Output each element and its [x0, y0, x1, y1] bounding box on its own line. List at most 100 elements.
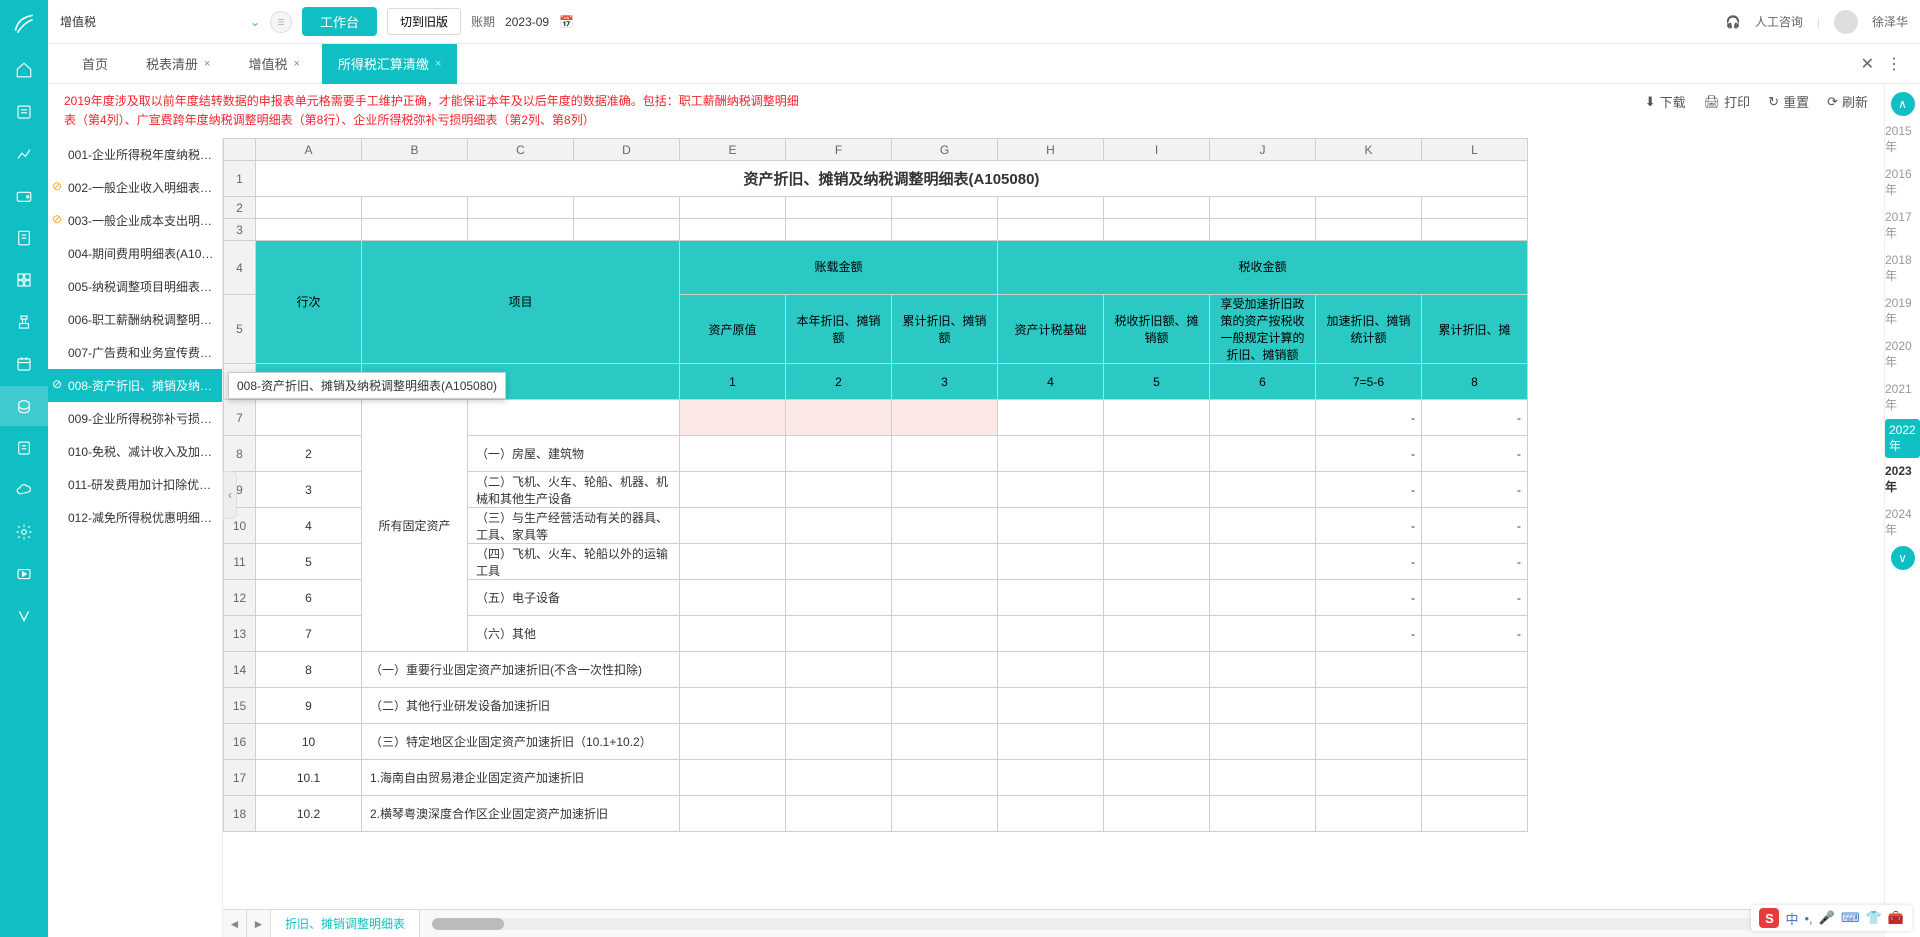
cell[interactable] [998, 544, 1104, 580]
form-list-item[interactable]: 003-一般企业成本支出明细... [48, 204, 222, 237]
cell[interactable] [786, 580, 892, 616]
switch-old-button[interactable]: 切到旧版 [387, 8, 461, 35]
cell[interactable]: 1 [224, 161, 256, 197]
cell[interactable]: 累计折旧、摊销额 [892, 295, 998, 364]
cell[interactable] [1210, 472, 1316, 508]
cell[interactable]: - [1316, 616, 1422, 652]
cell[interactable] [362, 197, 468, 219]
nav-cloud-icon[interactable] [0, 470, 48, 510]
cell[interactable]: F [786, 139, 892, 161]
form-list-item[interactable]: 002-一般企业收入明细表(A1... [48, 171, 222, 204]
horizontal-scrollbar[interactable] [432, 918, 1872, 930]
ime-mic-icon[interactable]: 🎤 [1819, 910, 1835, 926]
cell[interactable]: 账载金额 [680, 241, 998, 295]
cell[interactable]: 本年折旧、摊销额 [786, 295, 892, 364]
cell[interactable]: J [1210, 139, 1316, 161]
cell[interactable] [362, 219, 468, 241]
nav-wallet-icon[interactable] [0, 176, 48, 216]
form-list-item[interactable]: 008-资产折旧、摊销及纳税... [48, 369, 222, 402]
cell[interactable]: L [1422, 139, 1528, 161]
cell[interactable]: 项目 [362, 241, 680, 364]
cell[interactable] [1104, 616, 1210, 652]
nav-doc-icon[interactable] [0, 218, 48, 258]
cell[interactable]: E [680, 139, 786, 161]
cell[interactable] [998, 400, 1104, 436]
cell[interactable]: - [1316, 508, 1422, 544]
cell[interactable]: 10.2 [256, 796, 362, 832]
cell[interactable]: 5 [256, 544, 362, 580]
nav-calendar-icon[interactable] [0, 344, 48, 384]
list-toggle-icon[interactable] [270, 11, 292, 33]
cell[interactable]: 5 [224, 295, 256, 364]
cell[interactable]: B [362, 139, 468, 161]
cell[interactable] [786, 472, 892, 508]
cell[interactable]: （二）其他行业研发设备加速折旧 [362, 688, 680, 724]
cell[interactable] [998, 796, 1104, 832]
cell[interactable]: 10.1 [256, 760, 362, 796]
cell[interactable] [1104, 688, 1210, 724]
cell[interactable] [1422, 760, 1528, 796]
cell[interactable]: 加速折旧、摊销统计额 [1316, 295, 1422, 364]
cell[interactable] [574, 219, 680, 241]
cell[interactable]: 13 [224, 616, 256, 652]
cell[interactable] [1316, 688, 1422, 724]
cell[interactable] [786, 219, 892, 241]
username[interactable]: 徐泽华 [1872, 13, 1908, 30]
cell[interactable] [998, 652, 1104, 688]
cell[interactable] [1210, 616, 1316, 652]
nav-v-icon[interactable] [0, 596, 48, 636]
cell[interactable]: - [1422, 508, 1528, 544]
cell[interactable] [574, 197, 680, 219]
cell[interactable]: （五）电子设备 [468, 580, 680, 616]
tab-more-icon[interactable]: ⋮ [1886, 54, 1902, 74]
cell[interactable] [1316, 724, 1422, 760]
cell[interactable]: - [1422, 436, 1528, 472]
form-list-item[interactable]: 011-研发费用加计扣除优惠... [48, 468, 222, 501]
cell[interactable] [680, 400, 786, 436]
cell[interactable]: G [892, 139, 998, 161]
cell[interactable] [680, 724, 786, 760]
cell[interactable] [998, 760, 1104, 796]
year-item[interactable]: 2020年 [1885, 333, 1920, 376]
cell[interactable] [892, 197, 998, 219]
ime-keyboard-icon[interactable]: ⌨ [1841, 910, 1860, 926]
cell[interactable] [1210, 436, 1316, 472]
cell[interactable]: （一）房屋、建筑物 [468, 436, 680, 472]
cell[interactable]: 6 [256, 580, 362, 616]
nav-tax-icon[interactable] [0, 386, 48, 426]
year-item[interactable]: 2016年 [1885, 161, 1920, 204]
cell[interactable]: 16 [224, 724, 256, 760]
tab-close-icon[interactable]: × [293, 58, 299, 70]
cell[interactable] [1422, 688, 1528, 724]
cell[interactable] [1104, 760, 1210, 796]
cell[interactable] [892, 472, 998, 508]
cell[interactable]: 税收金额 [998, 241, 1528, 295]
cell[interactable] [1210, 508, 1316, 544]
cell[interactable]: 8 [1422, 364, 1528, 400]
year-item[interactable]: 2019年 [1885, 290, 1920, 333]
cell[interactable] [892, 688, 998, 724]
cell[interactable]: - [1316, 436, 1422, 472]
cell[interactable]: （二）飞机、火车、轮船、机器、机械和其他生产设备 [468, 472, 680, 508]
cell[interactable]: 税收折旧额、摊销额 [1104, 295, 1210, 364]
cell[interactable] [468, 400, 680, 436]
cell[interactable] [998, 219, 1104, 241]
cell[interactable] [892, 219, 998, 241]
cell[interactable]: 7 [256, 616, 362, 652]
ime-toolbar[interactable]: S 中 •, 🎤 ⌨ 👕 🧰 [1751, 905, 1912, 931]
cell[interactable]: A [256, 139, 362, 161]
spreadsheet[interactable]: ABCDEFGHIJKL1资产折旧、摊销及纳税调整明细表(A105080)234… [223, 138, 1884, 909]
cell[interactable]: 享受加速折旧政策的资产按税收一般规定计算的折旧、摊销额 [1210, 295, 1316, 364]
cell[interactable] [892, 652, 998, 688]
year-item[interactable]: 2022年 [1885, 419, 1920, 458]
cell[interactable]: （三）与生产经营活动有关的器具、工具、家具等 [468, 508, 680, 544]
cell[interactable]: （四）飞机、火车、轮船以外的运输工具 [468, 544, 680, 580]
print-button[interactable]: 🖨打印 [1704, 92, 1751, 111]
cell[interactable]: 行次 [256, 241, 362, 364]
cell[interactable] [1316, 197, 1422, 219]
cell[interactable]: 3 [892, 364, 998, 400]
cell[interactable] [1104, 724, 1210, 760]
cell[interactable] [786, 436, 892, 472]
cell[interactable]: 2 [256, 436, 362, 472]
cell[interactable] [1210, 400, 1316, 436]
